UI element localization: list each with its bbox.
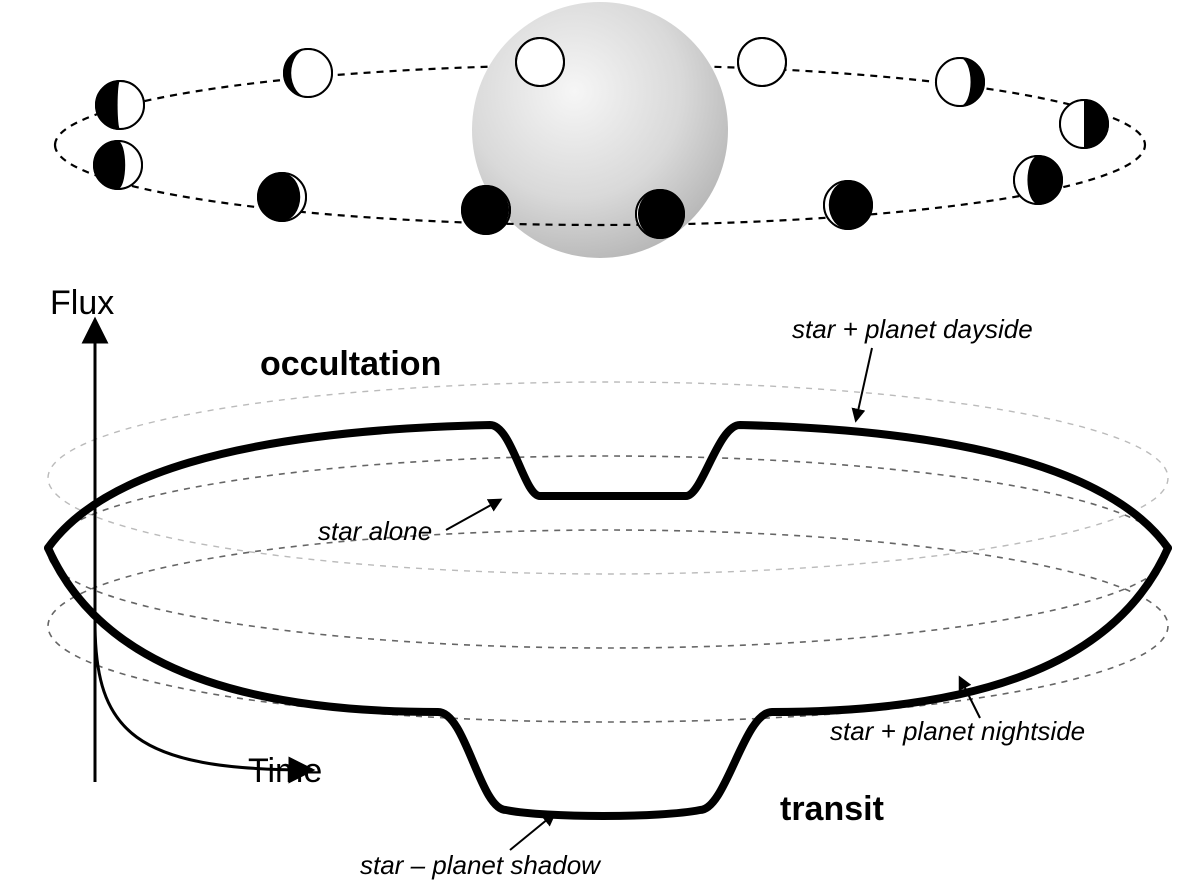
lightcurve-front: [48, 548, 1168, 816]
guide-ellipse-2: [48, 530, 1168, 722]
transit-label: transit: [780, 790, 884, 828]
planet-phase-5: [516, 38, 564, 86]
flux-axis-label: Flux: [50, 284, 114, 322]
planet-phase-1: [258, 173, 306, 221]
planet-phase-6: [738, 38, 786, 86]
transit-diagram: Flux Time occultation transit star alone star…: [0, 0, 1200, 886]
planet-phase-2: [94, 141, 142, 189]
star-planet-dayside-arrow: [856, 348, 872, 420]
planet-phase-8: [1060, 100, 1108, 148]
planet-phase-10: [824, 181, 872, 229]
star-minus-shadow-label: star – planet shadow: [360, 850, 602, 880]
orbit-diagram: [55, 2, 1145, 258]
star-alone-label: star alone: [318, 516, 432, 546]
guide-ellipse-1: [48, 456, 1168, 648]
flux-plot: Flux Time occultation transit star alone star…: [48, 284, 1168, 880]
star-alone-arrow: [446, 500, 500, 530]
planet-phase-9: [1014, 156, 1062, 204]
guide-ellipse-0: [48, 382, 1168, 574]
planet-phase-4: [284, 49, 332, 97]
occultation-label: occultation: [260, 345, 441, 383]
star-planet-nightside-arrow: [960, 678, 980, 718]
star-planet-nightside-label: star + planet nightside: [830, 716, 1085, 746]
planet-phase-0: [462, 186, 510, 234]
star-planet-dayside-label: star + planet dayside: [792, 314, 1033, 344]
star-minus-shadow-arrow: [510, 814, 554, 850]
star: [472, 2, 728, 258]
planet-phase-7: [936, 58, 984, 106]
planet-phase-3: [96, 81, 144, 129]
time-axis-label: Time: [248, 752, 322, 790]
planet-phase-11: [636, 190, 684, 238]
